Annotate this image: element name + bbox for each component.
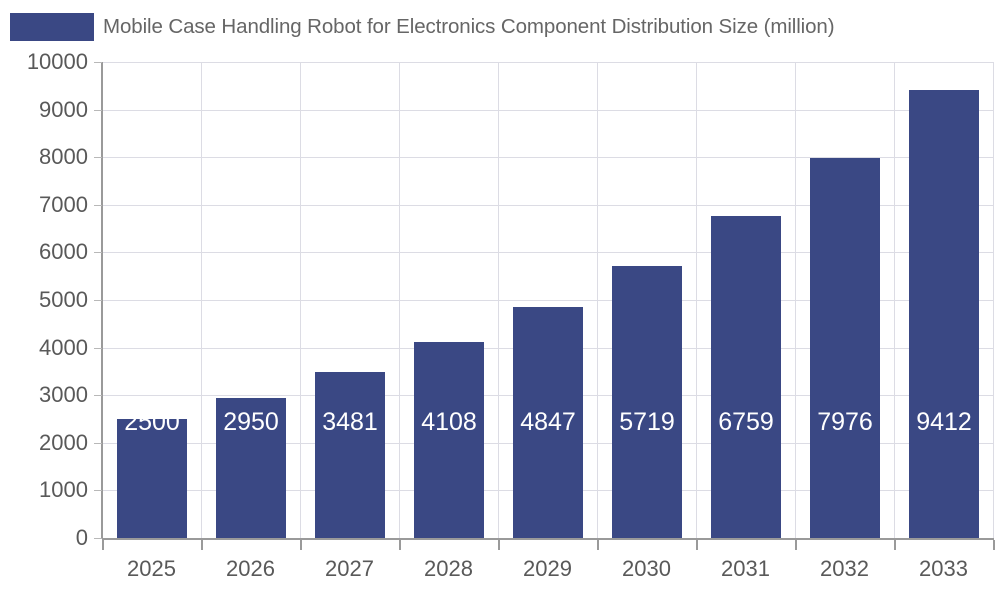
x-axis-tick-label: 2028 [424,556,473,581]
y-axis-tick-label: 2000 [39,429,88,455]
legend-label: Mobile Case Handling Robot for Electroni… [103,15,835,38]
bar-value-label: 2500 [124,408,180,436]
gridline-vertical [498,62,499,538]
y-axis-tick-label: 1000 [39,477,88,503]
gridline-vertical [894,62,895,538]
bar-value-label: 9412 [916,407,972,436]
bar-value-label: 4847 [520,407,576,436]
x-axis-tick [399,540,401,550]
bar[interactable]: 4847 [513,307,583,538]
x-axis-tick [102,540,104,550]
y-axis-tick [94,204,102,206]
bar-value-label: 7976 [817,407,873,436]
bar-value-label: 3481 [322,407,378,436]
gridline-horizontal [102,252,993,254]
gridline-horizontal [102,157,993,159]
y-axis-tick-label: 9000 [39,96,88,122]
gridline-horizontal [102,300,993,301]
gridline-vertical [696,62,697,538]
y-axis-tick-label: 10000 [26,49,88,74]
bar-value-label: 6759 [718,407,774,436]
y-axis-tick [94,252,102,254]
legend-color-swatch [10,13,94,41]
x-axis-tick [597,540,599,550]
y-axis-line [101,62,103,539]
y-axis-tick [94,62,102,63]
y-axis-tick-label: 4000 [39,334,88,360]
chart-legend: Mobile Case Handling Robot for Electroni… [10,12,835,42]
x-axis-tick-label: 2027 [325,556,374,581]
y-axis-tick [94,109,102,111]
gridline-horizontal [102,204,993,206]
bar[interactable]: 3481 [315,372,385,538]
x-axis-tick [696,540,698,550]
bar[interactable]: 4108 [414,342,484,538]
x-axis-tick [894,540,896,550]
x-axis-tick-label: 2032 [820,556,869,581]
x-axis-tick-label: 2025 [127,556,176,581]
x-axis-line [102,538,994,540]
gridline-vertical [201,62,202,538]
x-axis-tick-label: 2031 [721,556,770,581]
y-axis-tick [94,395,102,397]
bar[interactable]: 7976 [810,158,880,538]
gridline-horizontal [102,62,993,63]
y-axis-tick [94,157,102,159]
y-axis-tick-label: 8000 [39,144,88,170]
bar[interactable]: 9412 [909,89,979,538]
x-axis-tick-label: 2029 [523,556,572,581]
bar[interactable]: 6759 [711,216,781,538]
x-axis-tick [300,540,302,550]
x-axis-tick-label: 2033 [919,556,968,581]
gridline-vertical [993,62,994,538]
y-axis-tick-label: 0 [75,525,88,550]
y-axis-tick [94,347,102,349]
x-axis-tick [201,540,203,550]
plot-area: 2500 2950 3481 4108 4847 5719 6759 7976 9412 [102,62,994,539]
bar-value-label: 2950 [223,407,279,436]
x-axis-tick [498,540,500,550]
bar-value-label: 5719 [619,407,675,436]
x-axis-tick [795,540,797,550]
y-axis-tick [94,490,102,492]
gridline-vertical [795,62,796,538]
x-axis-tick-label: 2026 [226,556,275,581]
bar[interactable]: 5719 [612,265,682,538]
y-axis-tick-label: 7000 [39,191,88,217]
x-axis-tick-label: 2030 [622,556,671,581]
bar[interactable]: 2950 [216,397,286,538]
gridline-vertical [300,62,301,538]
gridline-vertical [399,62,400,538]
y-axis-tick [94,442,102,444]
y-axis-tick-label: 3000 [39,382,88,408]
bar[interactable]: 2500 [117,410,187,538]
y-axis-tick [94,300,102,301]
gridline-vertical [597,62,598,538]
y-axis-tick-label: 5000 [39,287,88,312]
y-axis-tick [94,538,102,539]
y-axis-tick-label: 6000 [39,239,88,265]
gridline-horizontal [102,109,993,111]
x-axis-tick [993,540,995,550]
bar-value-label: 4108 [421,407,477,436]
